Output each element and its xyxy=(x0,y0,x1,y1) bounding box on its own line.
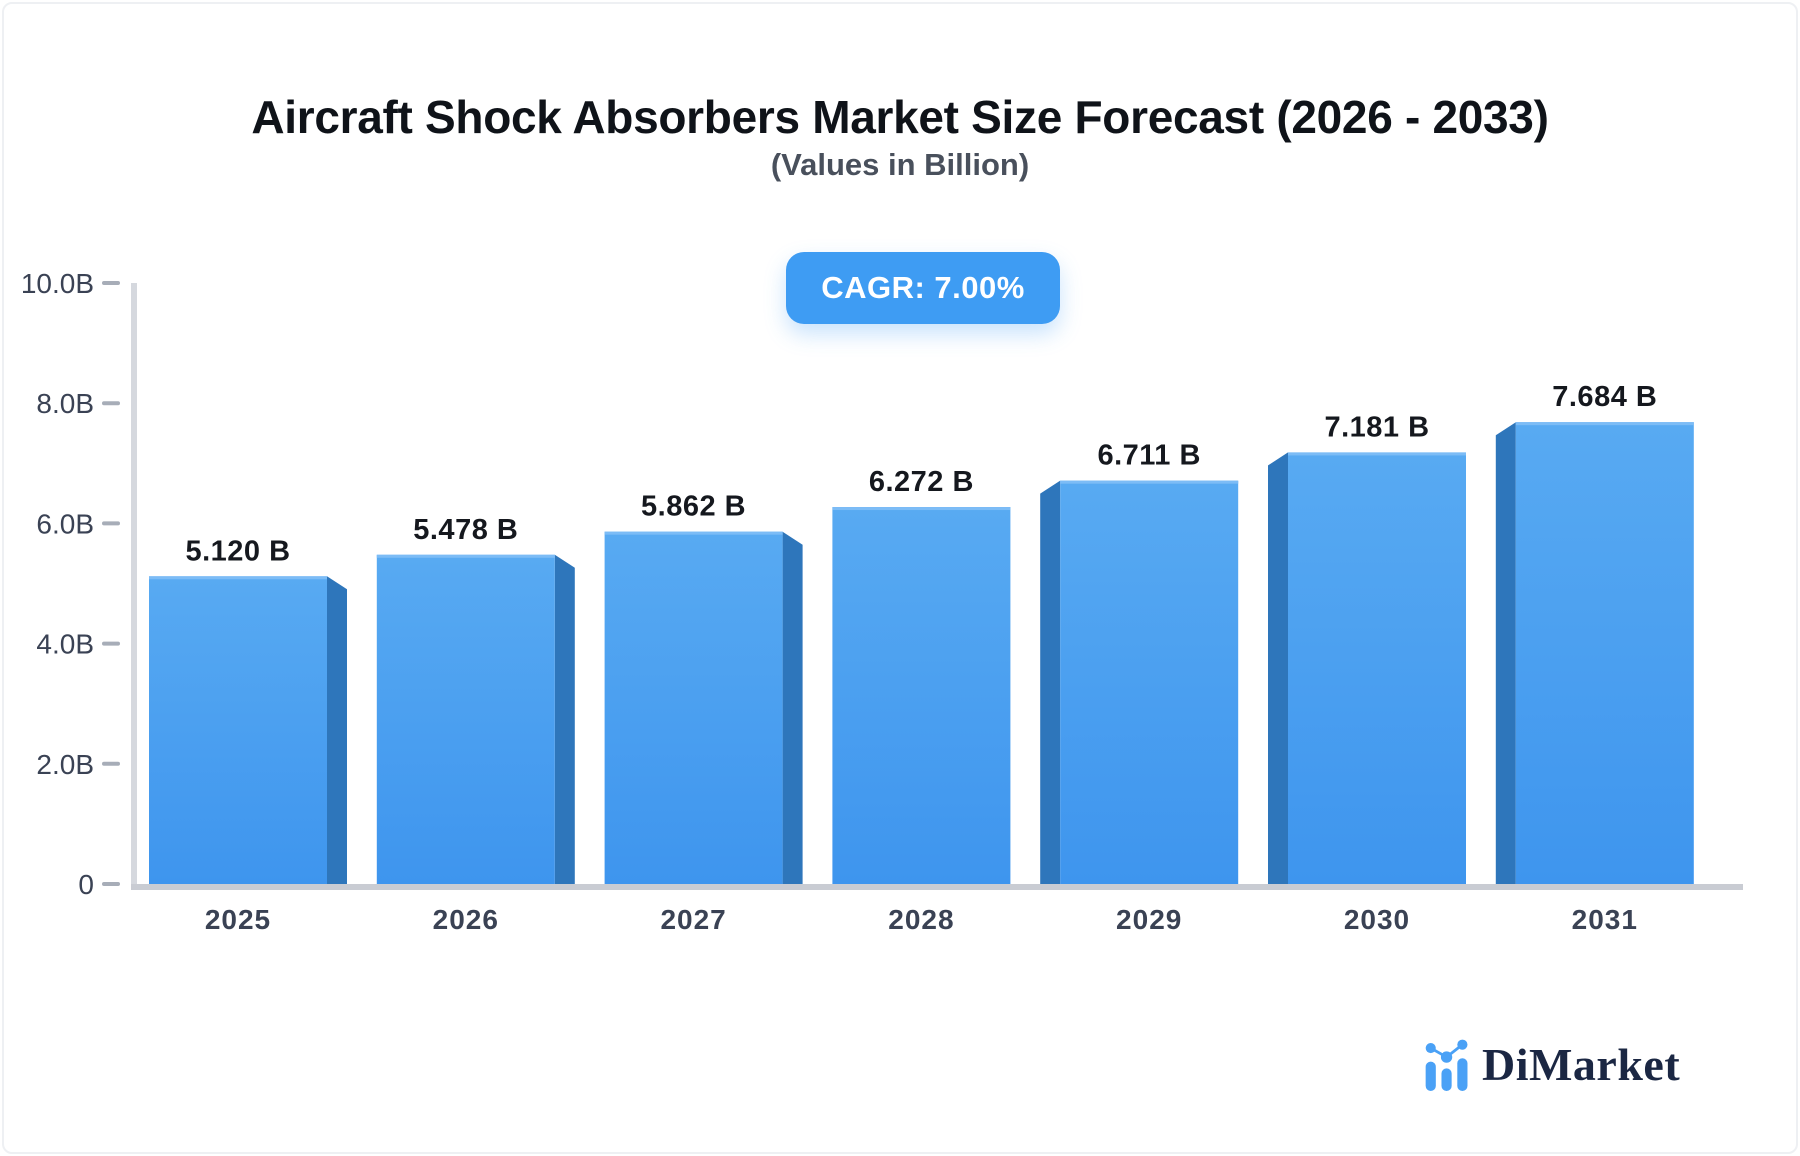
bar-side-face xyxy=(1268,452,1288,884)
y-tick-label-8.0B: 8.0B xyxy=(36,388,94,419)
chart-subtitle: (Values in Billion) xyxy=(770,147,1030,182)
value-label-2030: 7.181 B xyxy=(1324,411,1429,443)
x-tick-label-2031: 2031 xyxy=(1572,904,1638,935)
y-tick-label-10.0B: 10.0B xyxy=(21,268,94,299)
bar-side-face xyxy=(1495,422,1516,884)
bar-top-edge xyxy=(1060,480,1239,484)
value-label-2025: 5.120 B xyxy=(185,535,290,567)
y-tick-dash-4.0B xyxy=(102,641,120,646)
y-tick-dash-10.0B xyxy=(102,281,120,285)
bar-top-edge xyxy=(149,576,327,580)
bar-side-face xyxy=(1040,480,1061,884)
y-tick-dash-8.0B xyxy=(102,401,120,406)
x-tick-label-2027: 2027 xyxy=(660,904,726,935)
bar-top-edge xyxy=(1288,452,1466,456)
bar-2028: 6.272 B 2028 xyxy=(832,466,1011,935)
bar-top-edge xyxy=(604,531,783,535)
bar-2026: 5.478 B 2026 xyxy=(376,514,575,935)
y-axis-line xyxy=(131,283,137,888)
bar-face xyxy=(376,554,555,884)
chart-title: Aircraft Shock Absorbers Market Size For… xyxy=(251,91,1549,143)
bar-top-edge xyxy=(832,507,1011,511)
value-label-2028: 6.272 B xyxy=(869,466,974,498)
bar-face xyxy=(1060,480,1239,884)
value-label-2029: 6.711 B xyxy=(1097,440,1200,472)
x-tick-label-2028: 2028 xyxy=(888,904,954,935)
x-tick-label-2026: 2026 xyxy=(433,904,499,935)
bar-2025: 5.120 B 2025 xyxy=(149,535,347,935)
value-label-2031: 7.684 B xyxy=(1552,381,1657,413)
bar-face xyxy=(149,576,327,884)
y-tick-dash-2.0B xyxy=(102,761,120,766)
y-tick-label-4.0B: 4.0B xyxy=(36,629,94,660)
bar-face xyxy=(832,507,1011,884)
bar-2031: 7.684 B 2031 xyxy=(1495,381,1694,935)
y-tick-label-0: 0 xyxy=(78,869,94,900)
y-tick-dash-6.0B xyxy=(102,521,120,526)
bar-face xyxy=(1515,422,1694,884)
bar-side-face xyxy=(554,554,575,884)
x-axis-line xyxy=(131,884,1743,890)
y-tick-label-2.0B: 2.0B xyxy=(36,749,94,780)
bar-2027: 5.862 B 2027 xyxy=(604,491,803,935)
bar-top-edge xyxy=(376,554,555,558)
bar-top-edge xyxy=(1515,422,1694,426)
cagr-badge: CAGR: 7.00% xyxy=(786,252,1060,324)
x-tick-label-2029: 2029 xyxy=(1116,904,1182,935)
bar-side-face xyxy=(782,531,803,884)
dimarket-logo: DiMarket xyxy=(1422,1038,1680,1091)
brand-name: DiMarket xyxy=(1482,1039,1681,1090)
bar-face xyxy=(604,531,783,884)
value-label-2027: 5.862 B xyxy=(641,491,746,523)
x-tick-label-2030: 2030 xyxy=(1344,904,1410,935)
bar-2029: 6.711 B 2029 xyxy=(1040,440,1239,935)
bar-line-chart-icon xyxy=(1425,1039,1468,1091)
y-tick-dash-0 xyxy=(102,882,120,886)
bar-side-face xyxy=(327,576,347,884)
value-label-2026: 5.478 B xyxy=(413,514,518,546)
bar-face xyxy=(1288,452,1466,884)
x-tick-label-2025: 2025 xyxy=(205,904,271,935)
bar-2030: 7.181 B 2030 xyxy=(1268,411,1466,935)
y-tick-label-6.0B: 6.0B xyxy=(36,508,94,539)
